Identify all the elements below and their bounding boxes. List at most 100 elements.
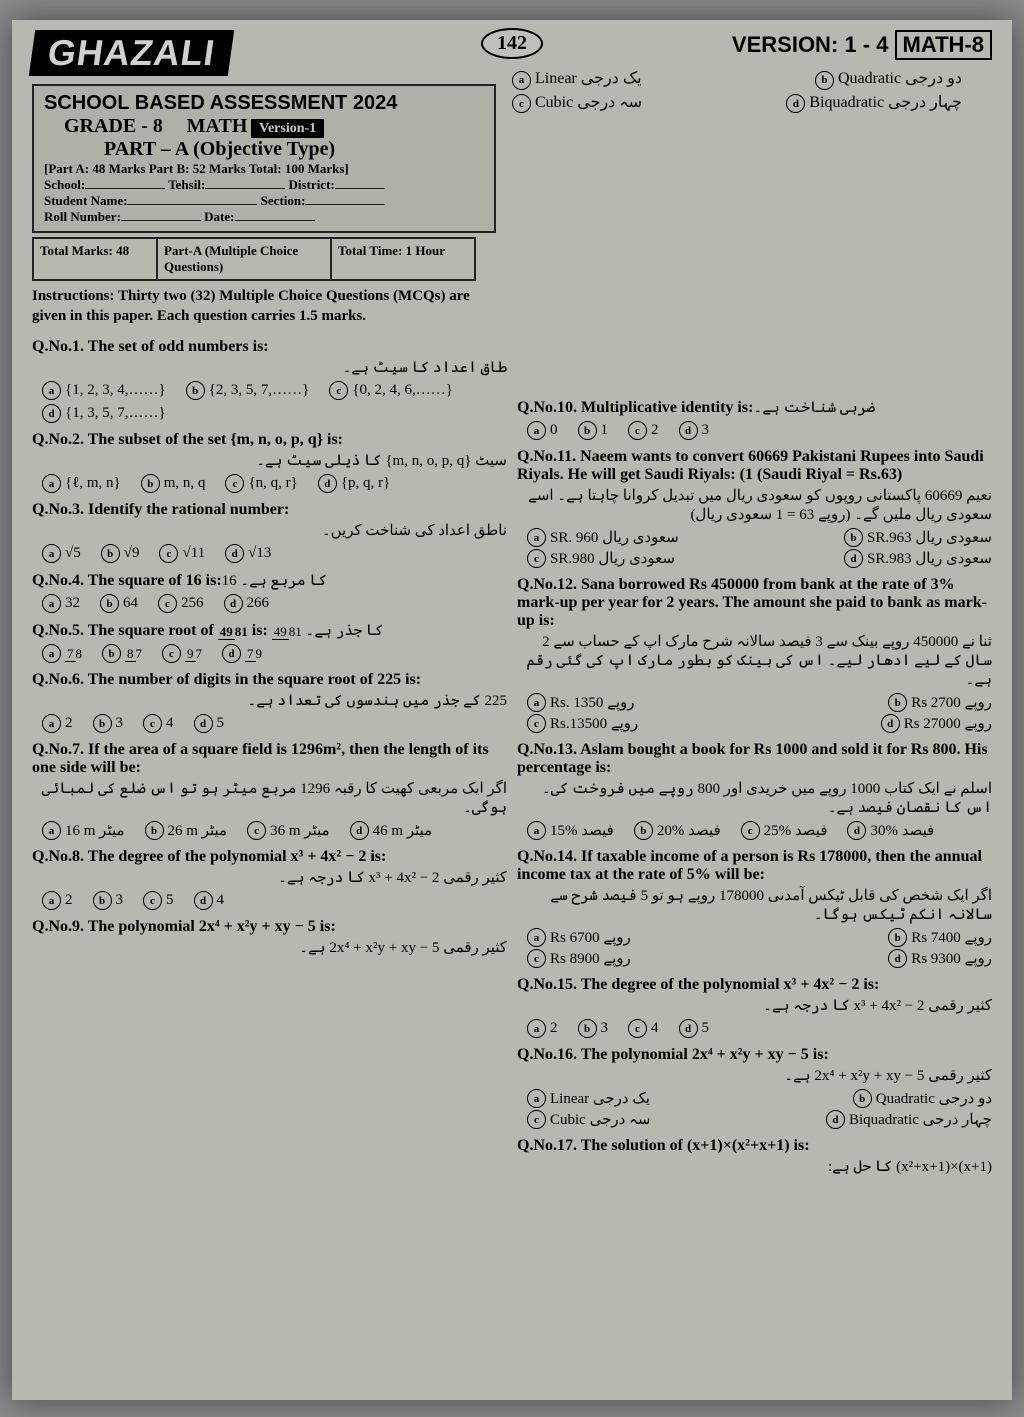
math-label: MATH (187, 115, 248, 137)
q11-d[interactable]: dSR.983 سعودی ریال (844, 549, 992, 568)
q3-c[interactable]: c√11 (159, 544, 205, 563)
exam-page: 142 GHAZALI VERSION: 1 - 4 MATH-8 SCHOOL… (12, 20, 1012, 1400)
q1-a[interactable]: a{1, 2, 3, 4,……} (42, 381, 166, 400)
q7-b[interactable]: b26 m میٹر (145, 821, 228, 840)
q1: Q.No.1. The set of odd numbers is:طاق اع… (32, 338, 507, 377)
q10-a[interactable]: a0 (527, 421, 558, 440)
q4-b[interactable]: b64 (100, 594, 138, 613)
q1-b[interactable]: b{2, 3, 5, 7,……} (186, 381, 310, 400)
q2-a[interactable]: a{ℓ, m, n} (42, 474, 121, 493)
q14-d[interactable]: dRs 9300 روپے (888, 949, 992, 968)
version-badge: Version-1 (251, 119, 324, 138)
q8-c[interactable]: c5 (143, 891, 174, 910)
instructions: Instructions: Thirty two (32) Multiple C… (32, 287, 472, 326)
q2-b[interactable]: bm, n, q (141, 474, 206, 493)
q15-b[interactable]: b3 (578, 1019, 609, 1038)
q16-d[interactable]: dBiquadratic چہار درجی (826, 1110, 992, 1129)
q15-d[interactable]: d5 (679, 1019, 710, 1038)
q13-a[interactable]: a15% فیصد (527, 821, 614, 840)
left-column: Q.No.1. The set of odd numbers is:طاق اع… (32, 332, 507, 1180)
roll-label: Roll Number: (44, 209, 121, 224)
q12-d[interactable]: dRs 27000 روپے (881, 714, 992, 733)
q15: Q.No.15. The degree of the polynomial x³… (517, 976, 992, 1015)
date-fill[interactable] (235, 220, 315, 221)
q9-opt-c[interactable]: c Cubic سہ درجی (512, 92, 642, 114)
section-label: Section: (261, 193, 306, 208)
q6-d[interactable]: d5 (194, 714, 225, 733)
q14-c[interactable]: cRs 8900 روپے (527, 949, 631, 968)
q9-opt-a[interactable]: a Linear یک درجی (512, 68, 642, 90)
school-label: School: (44, 177, 85, 192)
q5-d[interactable]: d79 (222, 644, 262, 663)
section-fill[interactable] (305, 204, 385, 205)
right-column: Q.No.10. Multiplicative identity is:ضربی… (517, 392, 992, 1180)
q11-c[interactable]: cSR.980 سعودی ریال (527, 549, 675, 568)
q12-c[interactable]: cRs.13500 روپے (527, 714, 638, 733)
q16-c[interactable]: cCubic سہ درجی (527, 1110, 650, 1129)
date-label: Date: (204, 209, 234, 224)
q15-c[interactable]: c4 (628, 1019, 659, 1038)
total-marks: Total Marks: 48 (34, 239, 158, 279)
tehsil-fill[interactable] (205, 188, 285, 189)
q2-c[interactable]: c{n, q, r} (225, 474, 297, 493)
student-fill[interactable] (127, 204, 257, 205)
q12-a[interactable]: aRs. 1350 روپے (527, 693, 635, 712)
q13-d[interactable]: d30% فیصد (847, 821, 934, 840)
q2-d[interactable]: d{p, q, r} (318, 474, 390, 493)
q7-d[interactable]: d46 m میٹر (350, 821, 433, 840)
brand-logo: GHAZALI (29, 30, 234, 76)
q4-c[interactable]: c256 (158, 594, 204, 613)
q13-c[interactable]: c25% فیصد (741, 821, 828, 840)
q7: Q.No.7. If the area of a square field is… (32, 741, 507, 817)
q16-b[interactable]: bQuadratic دو درجی (853, 1089, 992, 1108)
q3: Q.No.3. Identify the rational number:ناط… (32, 501, 507, 540)
q7-a[interactable]: a16 m میٹر (42, 821, 125, 840)
q9-opt-d[interactable]: d Biquadratic چہار درجی (786, 92, 962, 114)
q5-b[interactable]: b87 (102, 644, 142, 663)
q3-d[interactable]: d√13 (225, 544, 271, 563)
q10-d[interactable]: d3 (679, 421, 710, 440)
q12-b[interactable]: bRs 2700 روپے (888, 693, 992, 712)
roll-fill[interactable] (121, 220, 201, 221)
district-fill[interactable] (335, 188, 385, 189)
q4-a[interactable]: a32 (42, 594, 80, 613)
q6-c[interactable]: c4 (143, 714, 174, 733)
q14-b[interactable]: bRs 7400 روپے (888, 928, 992, 947)
q11-b[interactable]: bSR.963 سعودی ریال (844, 528, 992, 547)
q8-a[interactable]: a2 (42, 891, 73, 910)
marks-row: Total Marks: 48 Part-A (Multiple Choice … (32, 237, 476, 281)
q1-d[interactable]: d{1, 3, 5, 7,……} (42, 404, 166, 423)
q14-a[interactable]: aRs 6700 روپے (527, 928, 631, 947)
student-label: Student Name: (44, 193, 127, 208)
sba-title: SCHOOL BASED ASSESSMENT 2024 (44, 92, 484, 115)
school-fill[interactable] (85, 188, 165, 189)
q9: Q.No.9. The polynomial 2x⁴ + x²y + xy − … (32, 918, 507, 957)
right-column-top: a Linear یک درجی b Quadratic دو درجی c C… (512, 66, 962, 115)
q16-a[interactable]: aLinear یک درجی (527, 1089, 650, 1108)
q4: Q.No.4. The square of 16 is:16 کا مربع ہ… (32, 571, 507, 590)
q10-c[interactable]: c2 (628, 421, 659, 440)
header-box: SCHOOL BASED ASSESSMENT 2024 GRADE - 8 M… (32, 84, 496, 233)
q17: Q.No.17. The solution of (x+1)×(x²+x+1) … (517, 1137, 992, 1176)
q6-a[interactable]: a2 (42, 714, 73, 733)
q7-c[interactable]: c36 m میٹر (247, 821, 330, 840)
q1-c[interactable]: c{0, 2, 4, 6,……} (329, 381, 453, 400)
q8-d[interactable]: d4 (194, 891, 225, 910)
q3-a[interactable]: a√5 (42, 544, 81, 563)
q6-b[interactable]: b3 (93, 714, 124, 733)
q6: Q.No.6. The number of digits in the squa… (32, 671, 507, 710)
q8-b[interactable]: b3 (93, 891, 124, 910)
q10: Q.No.10. Multiplicative identity is:ضربی… (517, 398, 992, 417)
q9-opt-b[interactable]: b Quadratic دو درجی (815, 68, 962, 90)
q10-b[interactable]: b1 (578, 421, 609, 440)
q4-d[interactable]: d266 (224, 594, 270, 613)
q13-b[interactable]: b20% فیصد (634, 821, 721, 840)
q3-b[interactable]: b√9 (101, 544, 140, 563)
q12: Q.No.12. Sana borrowed Rs 450000 from ba… (517, 576, 992, 689)
q5-c[interactable]: c97 (162, 644, 202, 663)
q15-a[interactable]: a2 (527, 1019, 558, 1038)
q5-a[interactable]: a78 (42, 644, 82, 663)
subject-box: MATH-8 (895, 30, 992, 60)
q11-a[interactable]: aSR. 960 سعودی ریال (527, 528, 679, 547)
version-header: VERSION: 1 - 4 MATH-8 (732, 30, 992, 60)
